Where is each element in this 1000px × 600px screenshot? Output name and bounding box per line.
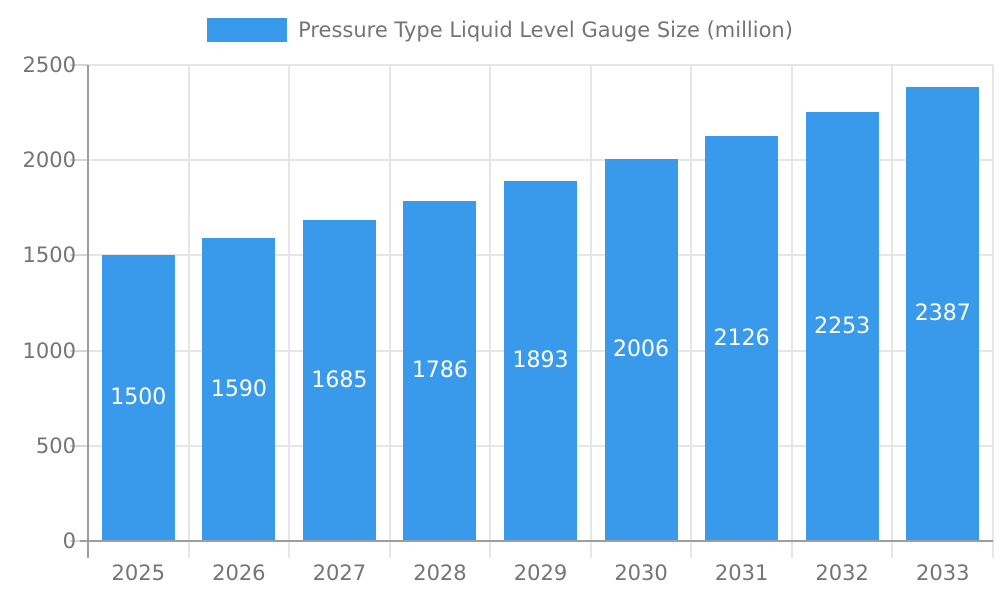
bar-value-label: 2253 <box>814 313 871 339</box>
y-gridline <box>88 159 993 162</box>
x-axis-tick-label: 2032 <box>815 561 869 585</box>
x-gridline <box>489 65 492 558</box>
bar-value-label: 1500 <box>110 385 167 411</box>
y-axis-tick-label: 500 <box>35 433 76 458</box>
x-gridline <box>992 65 994 558</box>
y-tick-mark <box>70 254 88 257</box>
y-axis-line <box>87 65 89 558</box>
legend-label[interactable]: Pressure Type Liquid Level Gauge Size (m… <box>298 18 793 42</box>
y-axis-tick-label: 0 <box>62 529 76 553</box>
legend-swatch[interactable] <box>207 18 288 42</box>
x-gridline <box>790 65 793 558</box>
bar-value-label: 1590 <box>210 376 267 402</box>
x-gridline <box>589 65 592 558</box>
bar-value-label: 2387 <box>914 300 971 326</box>
bar-2027[interactable] <box>302 220 376 541</box>
bar-2031[interactable] <box>705 136 779 541</box>
bar-2033[interactable] <box>906 86 980 541</box>
y-gridline <box>88 64 993 66</box>
bar-value-label: 1893 <box>512 347 569 373</box>
bar-value-label: 2126 <box>713 325 770 351</box>
x-axis-tick-label: 2027 <box>312 561 367 585</box>
x-gridline <box>891 65 894 558</box>
bar-2032[interactable] <box>805 112 879 541</box>
y-axis-tick-label: 2000 <box>22 148 76 173</box>
x-axis-tick-label: 2033 <box>915 561 970 585</box>
bar-2028[interactable] <box>403 200 477 541</box>
bar-value-label: 2006 <box>613 337 670 363</box>
x-axis-tick-label: 2028 <box>413 561 467 585</box>
y-tick-mark <box>70 64 88 66</box>
x-axis-tick-label: 2025 <box>111 561 165 585</box>
y-axis-tick-label: 2500 <box>22 53 76 77</box>
bar-2026[interactable] <box>202 238 276 541</box>
x-axis-tick-label: 2030 <box>614 561 668 585</box>
x-gridline <box>288 65 291 558</box>
x-axis-line <box>80 540 993 542</box>
x-axis-tick-label: 2031 <box>714 561 769 585</box>
chart-legend: Pressure Type Liquid Level Gauge Size (m… <box>0 15 1000 45</box>
bar-2030[interactable] <box>604 159 678 541</box>
y-axis-tick-label: 1000 <box>22 338 76 363</box>
bar-value-label: 1685 <box>311 367 368 393</box>
x-gridline <box>187 65 190 558</box>
bar-value-label: 1786 <box>411 357 468 383</box>
bar-2029[interactable] <box>504 180 577 541</box>
y-tick-mark <box>70 540 88 542</box>
y-tick-mark <box>70 349 88 352</box>
x-axis-tick-label: 2026 <box>212 561 266 585</box>
x-gridline <box>388 65 391 558</box>
bar-2025[interactable] <box>101 255 175 541</box>
y-axis-tick-label: 1500 <box>22 243 76 268</box>
x-axis-tick-label: 2029 <box>513 561 568 585</box>
y-tick-mark <box>70 444 88 447</box>
y-tick-mark <box>70 159 88 162</box>
x-gridline <box>690 65 693 558</box>
